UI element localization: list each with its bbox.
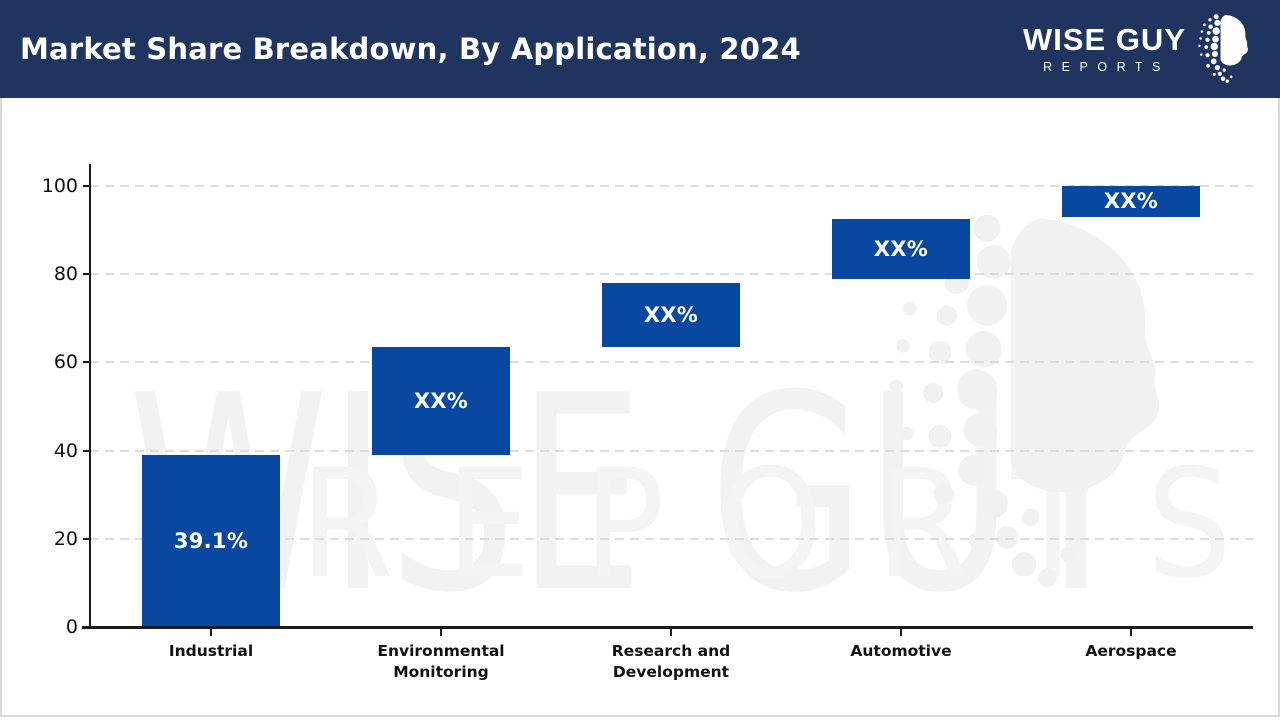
bar-value-label: XX%: [873, 236, 929, 261]
bar-environmental-monitoring: XX%: [372, 346, 510, 455]
y-tick-mark-80: [83, 273, 91, 276]
bar-value-label: XX%: [1103, 189, 1159, 214]
header-bar: Market Share Breakdown, By Application, …: [0, 0, 1280, 98]
y-tick-label-100: 100: [41, 175, 78, 197]
y-tick-label-60: 60: [53, 351, 78, 374]
x-axis-line: [82, 626, 1253, 629]
x-category-label: Research and Development: [611, 642, 731, 681]
logo-wordmark-line1: WISE GUY: [1022, 22, 1186, 58]
bar-value-label: XX%: [643, 302, 699, 327]
logo-wordmark-line2: REPORTS: [1043, 60, 1170, 75]
y-tick-label-20: 20: [53, 527, 78, 550]
watermark: WISE GUY REPORTS: [0, 98, 1280, 718]
gridline-y-20: [90, 537, 1253, 540]
y-tick-mark-20: [83, 537, 91, 540]
x-category-label: Automotive: [850, 642, 952, 660]
x-category-label: Industrial: [168, 642, 254, 660]
y-axis-line: [89, 164, 91, 629]
x-tick-mark-2: [670, 628, 672, 636]
x-category-label: Environmental Monitoring: [377, 642, 505, 681]
gridline-y-80: [90, 273, 1253, 276]
gridline-y-40: [90, 449, 1253, 452]
logo-face-icon: [1192, 9, 1254, 89]
bar-industrial: 39.1%: [142, 454, 280, 627]
bar-automotive: XX%: [832, 218, 970, 279]
y-tick-mark-40: [83, 449, 91, 452]
bar-research-and-development: XX%: [602, 283, 740, 347]
wise-guy-reports-logo: WISE GUY REPORTS: [1023, 9, 1254, 89]
bar-value-label: 39.1%: [173, 528, 249, 553]
x-tick-mark-4: [1130, 628, 1132, 636]
bar-aerospace: XX%: [1062, 186, 1200, 217]
x-category-label: Aerospace: [1085, 642, 1177, 660]
watermark-face-icon: [856, 198, 1192, 608]
bar-value-label: XX%: [413, 388, 469, 413]
y-tick-label-0: 0: [65, 616, 78, 638]
gridline-y-60: [90, 361, 1253, 364]
y-tick-mark-100: [83, 185, 91, 187]
y-tick-label-40: 40: [53, 439, 78, 462]
logo-wordmark: WISE GUY REPORTS: [1023, 24, 1186, 74]
x-tick-mark-3: [900, 628, 902, 636]
y-tick-label-80: 80: [53, 263, 78, 286]
x-tick-mark-0: [210, 628, 212, 636]
y-tick-mark-60: [83, 361, 91, 364]
gridline-y-100: [90, 185, 1253, 187]
x-tick-mark-1: [440, 628, 442, 636]
page-title: Market Share Breakdown, By Application, …: [20, 32, 801, 66]
